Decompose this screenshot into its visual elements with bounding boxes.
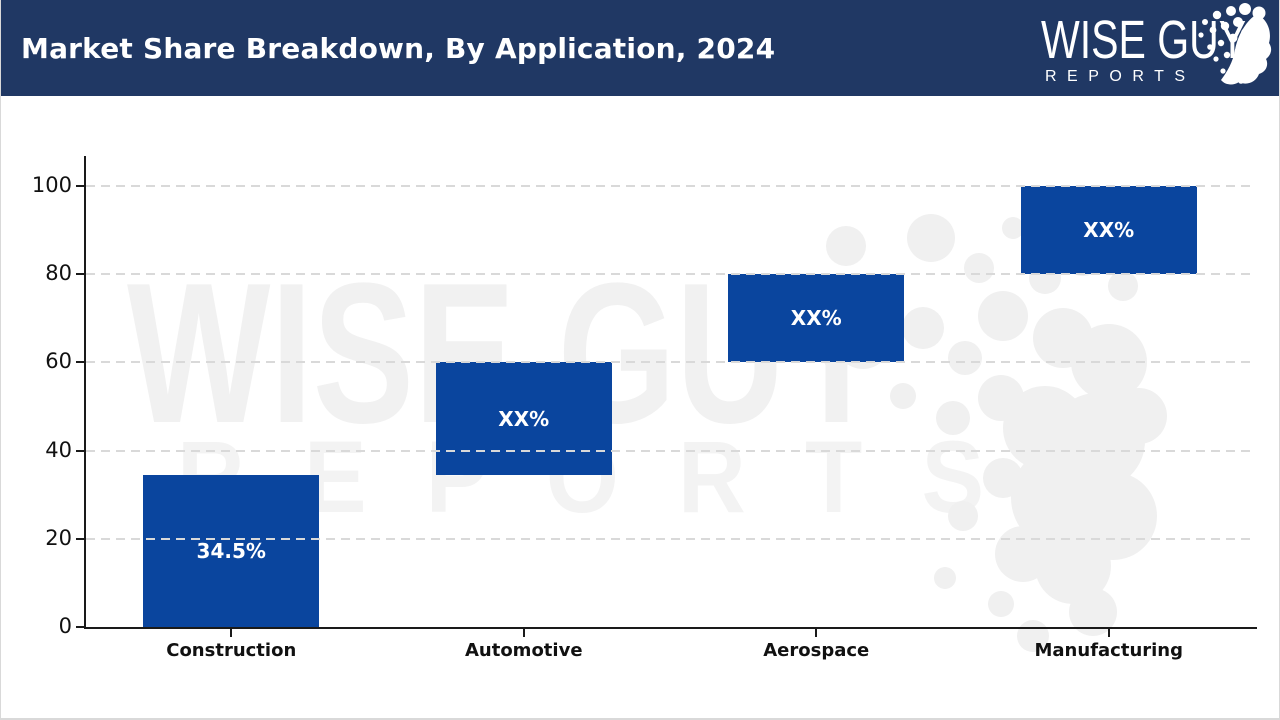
logo-wordmark: WISE GUY — [1041, 11, 1246, 71]
x-axis-line — [84, 627, 1257, 629]
bar-value-label: XX% — [790, 306, 842, 331]
y-tick-label: 60 — [45, 349, 72, 374]
logo-graphic: WISE GUY REPORTS — [1041, 3, 1272, 85]
y-tick-label: 0 — [58, 614, 72, 638]
bar-aerospace: XX% — [728, 274, 905, 363]
bar-manufacturing: XX% — [1020, 186, 1197, 275]
x-tick-label-construction: Construction — [166, 640, 297, 661]
x-tick-mark — [1107, 629, 1110, 637]
x-tick-label-automotive: Automotive — [464, 640, 583, 661]
page-title: Market Share Breakdown, By Application, … — [21, 31, 776, 65]
x-tick-mark — [230, 629, 233, 637]
gridline — [86, 185, 1255, 187]
gridline — [86, 361, 1255, 364]
y-tick-mark — [76, 449, 84, 452]
logo-subtext: REPORTS — [1045, 68, 1196, 85]
chart-canvas: WISE GUY R E P O R T S — [1, 96, 1279, 718]
bar-value-label: XX% — [1083, 218, 1135, 243]
y-tick-mark — [76, 185, 84, 187]
logo-dot-head-icon — [1198, 3, 1272, 85]
bar-value-label: XX% — [498, 406, 550, 431]
x-tick-label-manufacturing: Manufacturing — [1034, 640, 1184, 661]
y-axis-line — [84, 156, 86, 629]
x-tick-mark — [522, 629, 525, 637]
bar-automotive: XX% — [435, 362, 612, 475]
y-tick-mark — [76, 626, 84, 628]
gridline — [86, 537, 1255, 540]
bar-value-label: 34.5% — [196, 538, 266, 563]
y-tick-mark — [76, 537, 84, 540]
y-tick-mark — [76, 361, 84, 364]
y-tick-label: 100 — [31, 173, 72, 197]
y-tick-label: 40 — [45, 437, 72, 462]
y-tick-label: 20 — [45, 525, 72, 550]
y-tick-label: 80 — [45, 261, 72, 286]
y-tick-mark — [76, 273, 84, 276]
x-tick-mark — [815, 629, 818, 637]
bar-construction: 34.5% — [143, 474, 320, 627]
wise-guy-reports-logo: WISE GUY REPORTS — [1005, 2, 1275, 94]
gridline — [86, 273, 1255, 276]
x-tick-label-aerospace: Aerospace — [763, 640, 870, 661]
gridline — [86, 449, 1255, 452]
header-bar: Market Share Breakdown, By Application, … — [1, 0, 1279, 96]
